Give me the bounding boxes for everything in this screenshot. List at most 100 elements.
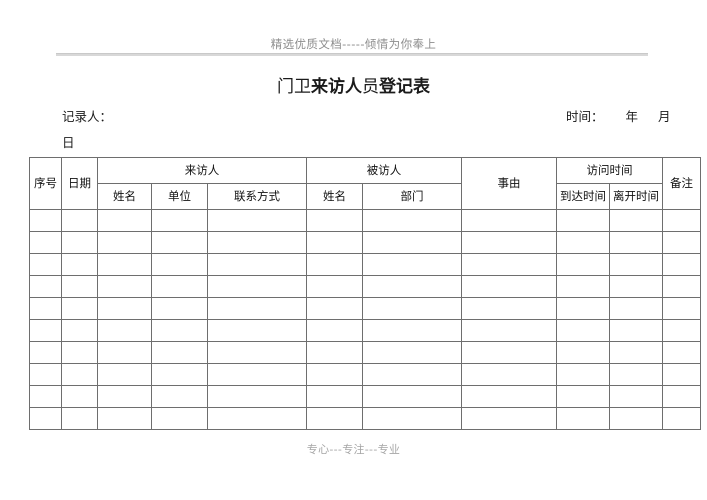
table-cell[interactable] <box>29 297 62 320</box>
table-cell[interactable] <box>97 319 152 342</box>
table-cell[interactable] <box>61 407 98 430</box>
table-cell[interactable] <box>29 231 62 254</box>
table-cell[interactable] <box>662 231 702 254</box>
table-cell[interactable] <box>662 253 702 276</box>
table-cell[interactable] <box>61 363 98 386</box>
table-row[interactable] <box>29 319 702 342</box>
table-cell[interactable] <box>206 341 308 364</box>
table-cell[interactable] <box>306 363 364 386</box>
table-cell[interactable] <box>206 385 308 408</box>
table-cell[interactable] <box>609 297 664 320</box>
table-cell[interactable] <box>306 231 364 254</box>
table-cell[interactable] <box>97 341 152 364</box>
table-cell[interactable] <box>362 297 463 320</box>
table-cell[interactable] <box>556 341 611 364</box>
table-cell[interactable] <box>206 363 308 386</box>
table-cell[interactable] <box>362 341 463 364</box>
table-row[interactable] <box>29 341 702 364</box>
table-cell[interactable] <box>662 363 702 386</box>
table-cell[interactable] <box>461 319 558 342</box>
table-cell[interactable] <box>556 253 611 276</box>
table-cell[interactable] <box>362 319 463 342</box>
table-cell[interactable] <box>61 253 98 276</box>
table-cell[interactable] <box>29 319 62 342</box>
table-cell[interactable] <box>461 231 558 254</box>
table-row[interactable] <box>29 231 702 254</box>
table-cell[interactable] <box>461 385 558 408</box>
table-cell[interactable] <box>206 209 308 232</box>
table-row[interactable] <box>29 297 702 320</box>
table-cell[interactable] <box>556 385 611 408</box>
table-cell[interactable] <box>29 275 62 298</box>
table-cell[interactable] <box>609 231 664 254</box>
table-cell[interactable] <box>609 407 664 430</box>
table-cell[interactable] <box>609 363 664 386</box>
table-cell[interactable] <box>29 363 62 386</box>
table-cell[interactable] <box>556 407 611 430</box>
table-cell[interactable] <box>362 275 463 298</box>
table-cell[interactable] <box>151 275 208 298</box>
table-cell[interactable] <box>151 363 208 386</box>
table-cell[interactable] <box>306 385 364 408</box>
table-cell[interactable] <box>609 275 664 298</box>
table-cell[interactable] <box>61 341 98 364</box>
table-cell[interactable] <box>206 275 308 298</box>
table-cell[interactable] <box>609 319 664 342</box>
table-cell[interactable] <box>29 385 62 408</box>
table-cell[interactable] <box>29 341 62 364</box>
table-cell[interactable] <box>97 275 152 298</box>
table-cell[interactable] <box>609 385 664 408</box>
table-cell[interactable] <box>461 363 558 386</box>
table-cell[interactable] <box>662 275 702 298</box>
table-cell[interactable] <box>151 341 208 364</box>
table-cell[interactable] <box>306 341 364 364</box>
table-row[interactable] <box>29 253 702 276</box>
table-row[interactable] <box>29 209 702 232</box>
table-cell[interactable] <box>556 209 611 232</box>
table-cell[interactable] <box>461 407 558 430</box>
table-cell[interactable] <box>61 275 98 298</box>
table-cell[interactable] <box>206 253 308 276</box>
table-cell[interactable] <box>609 209 664 232</box>
table-cell[interactable] <box>306 253 364 276</box>
table-cell[interactable] <box>206 297 308 320</box>
table-cell[interactable] <box>29 407 62 430</box>
table-cell[interactable] <box>151 209 208 232</box>
table-cell[interactable] <box>151 319 208 342</box>
table-cell[interactable] <box>61 297 98 320</box>
table-cell[interactable] <box>461 253 558 276</box>
table-cell[interactable] <box>97 209 152 232</box>
table-cell[interactable] <box>61 385 98 408</box>
table-row[interactable] <box>29 363 702 386</box>
table-cell[interactable] <box>61 231 98 254</box>
table-cell[interactable] <box>97 363 152 386</box>
table-cell[interactable] <box>556 297 611 320</box>
table-cell[interactable] <box>306 209 364 232</box>
table-cell[interactable] <box>662 385 702 408</box>
table-cell[interactable] <box>97 231 152 254</box>
table-cell[interactable] <box>29 209 62 232</box>
table-cell[interactable] <box>362 363 463 386</box>
table-cell[interactable] <box>206 231 308 254</box>
table-cell[interactable] <box>362 385 463 408</box>
table-cell[interactable] <box>97 407 152 430</box>
table-cell[interactable] <box>306 275 364 298</box>
table-cell[interactable] <box>151 253 208 276</box>
table-cell[interactable] <box>151 297 208 320</box>
table-cell[interactable] <box>306 297 364 320</box>
table-cell[interactable] <box>662 209 702 232</box>
table-cell[interactable] <box>556 363 611 386</box>
table-cell[interactable] <box>151 407 208 430</box>
table-cell[interactable] <box>362 209 463 232</box>
table-cell[interactable] <box>556 275 611 298</box>
table-cell[interactable] <box>609 341 664 364</box>
table-cell[interactable] <box>206 407 308 430</box>
table-cell[interactable] <box>461 275 558 298</box>
table-cell[interactable] <box>362 253 463 276</box>
table-cell[interactable] <box>662 297 702 320</box>
table-cell[interactable] <box>61 209 98 232</box>
table-cell[interactable] <box>61 319 98 342</box>
table-cell[interactable] <box>662 407 702 430</box>
table-cell[interactable] <box>461 297 558 320</box>
table-cell[interactable] <box>556 319 611 342</box>
